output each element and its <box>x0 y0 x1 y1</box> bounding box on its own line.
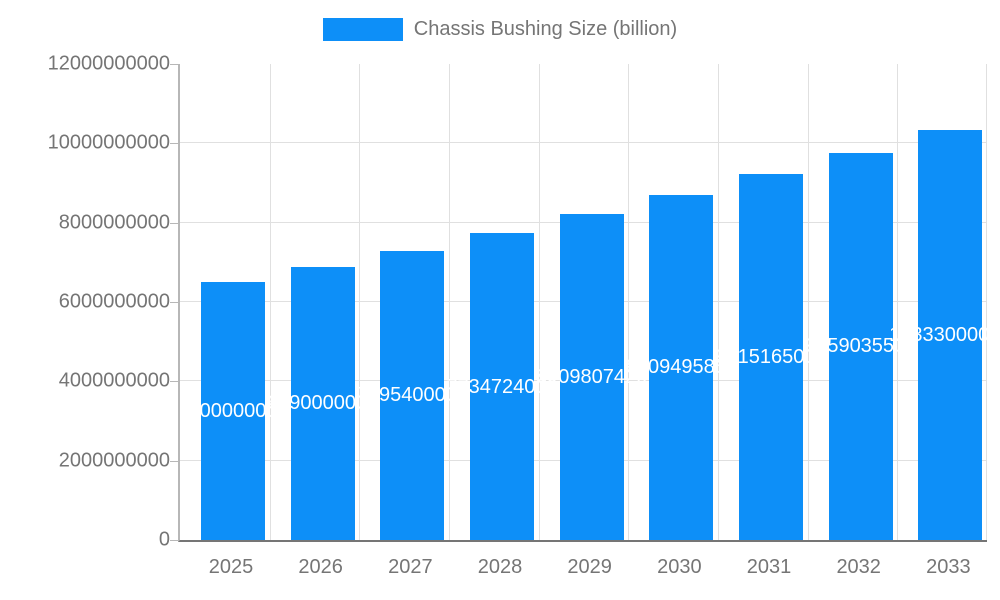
y-tick-mark <box>170 540 178 541</box>
gridline-vertical <box>359 64 361 540</box>
y-tick-mark <box>170 222 178 224</box>
bar-2026[interactable] <box>290 266 355 540</box>
bar-2029[interactable] <box>559 214 624 540</box>
y-tick-mark <box>170 143 178 145</box>
gridline-horizontal <box>180 142 987 144</box>
bar-value-label: 7734724000 <box>446 375 558 398</box>
x-tick-label: 2025 <box>208 556 254 578</box>
y-tick-label: 8000000000 <box>58 211 170 234</box>
x-tick-label: 2030 <box>657 556 702 578</box>
y-tick-mark <box>170 64 178 65</box>
x-tick-label: 2026 <box>298 556 343 578</box>
gridline-vertical <box>897 64 899 540</box>
gridline-vertical <box>449 64 450 540</box>
y-tick-label: 4000000000 <box>58 369 170 392</box>
x-tick-label: 2033 <box>926 556 971 578</box>
x-tick-label: 2029 <box>567 556 612 578</box>
legend[interactable]: Chassis Bushing Size (billion) <box>0 18 1000 41</box>
bar-value-label: 8209807420 <box>536 366 648 389</box>
x-tick-label: 2028 <box>477 556 523 578</box>
y-tick-mark <box>170 460 178 462</box>
bar-2033[interactable] <box>918 130 983 540</box>
gridline-vertical <box>807 64 809 540</box>
bar-2028[interactable] <box>470 233 534 540</box>
bar-value-label: 9759035530 <box>805 335 917 358</box>
y-tick-mark <box>170 381 178 383</box>
bar-value-label: 8709495856 <box>625 356 737 379</box>
plot-area: 6500000000 6890000000 7295400000 7734724000… <box>178 64 987 542</box>
y-tick-label: 12000000000 <box>47 52 170 75</box>
y-tick-label: 10000000000 <box>47 131 170 154</box>
bar-value-label: 6890000000 <box>267 392 379 415</box>
bar-value-label: 7295400000 <box>356 384 468 407</box>
bar-2025[interactable] <box>201 282 265 540</box>
x-tick-label: 2027 <box>388 556 433 578</box>
y-tick-mark <box>170 302 178 303</box>
x-tick-label: 2032 <box>836 556 881 578</box>
legend-swatch <box>322 18 403 41</box>
bar-value-label: 9215165000 <box>715 346 827 369</box>
x-tick-label: 2031 <box>746 556 792 578</box>
bar-2031[interactable] <box>739 174 804 540</box>
bar-2032[interactable] <box>828 152 893 540</box>
bar-value-label: 10333000000 <box>889 324 987 347</box>
y-tick-label: 2000000000 <box>58 449 170 472</box>
y-tick-label: 6000000000 <box>58 290 170 313</box>
legend-label: Chassis Bushing Size (billion) <box>413 18 678 40</box>
y-tick-label: 0 <box>158 528 170 551</box>
gridline-vertical <box>628 64 630 540</box>
gridline-vertical <box>538 64 540 540</box>
bar-value-label: 6500000000 <box>178 400 289 423</box>
gridline-vertical <box>718 64 719 540</box>
gridline-vertical <box>986 64 987 540</box>
bar-2030[interactable] <box>649 194 714 540</box>
gridline-vertical <box>269 64 271 540</box>
bar-2027[interactable] <box>380 250 445 540</box>
